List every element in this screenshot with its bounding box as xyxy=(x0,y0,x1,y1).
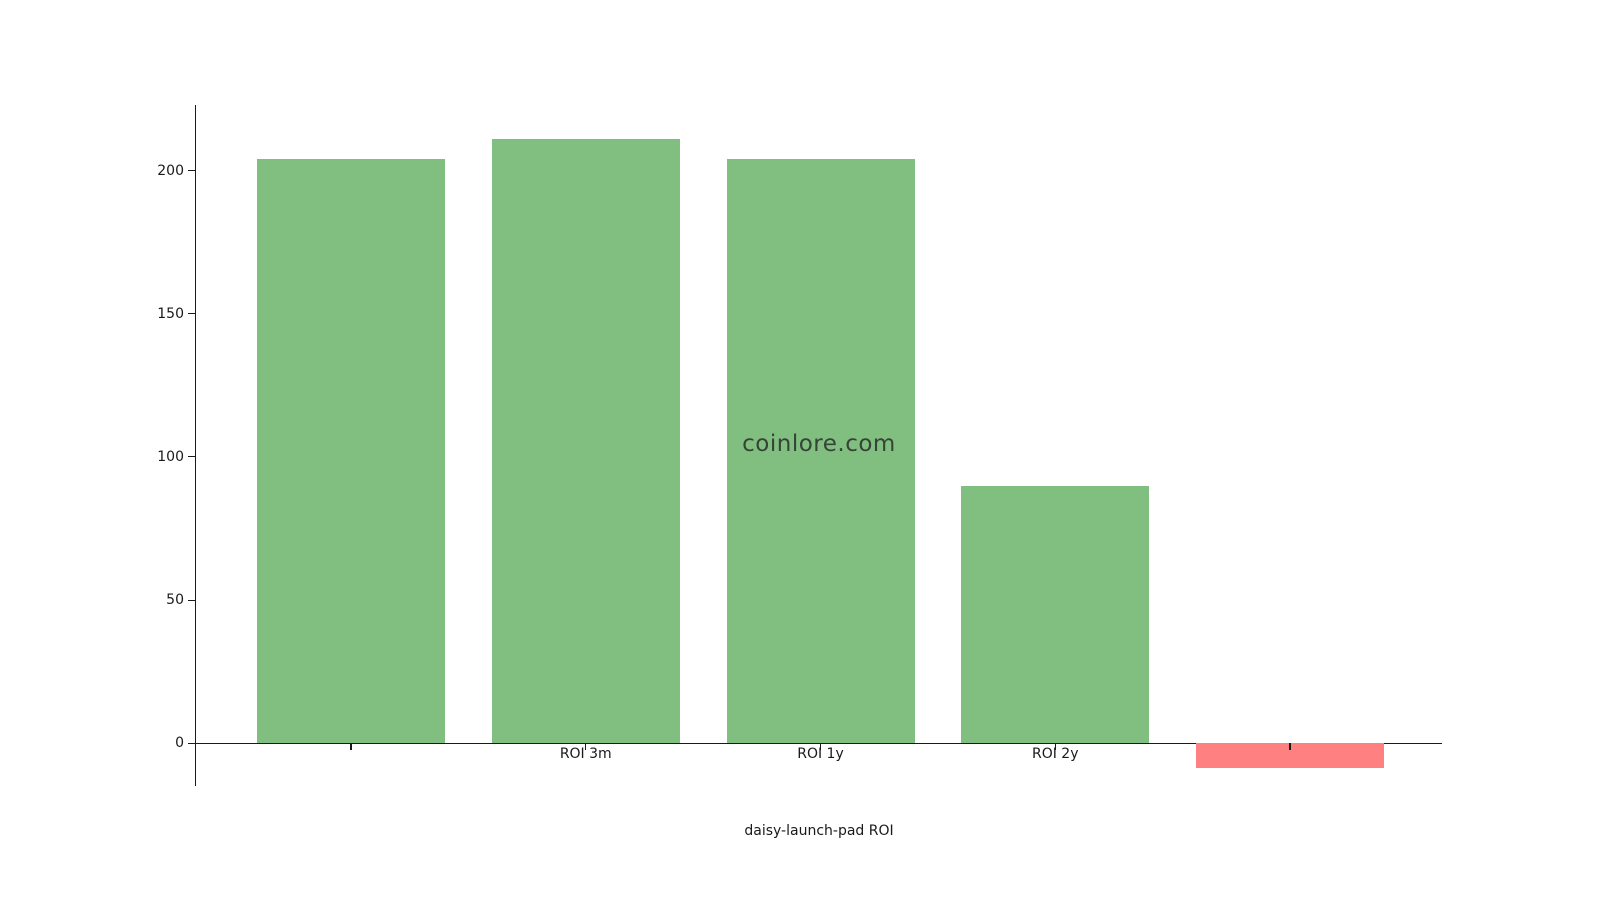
y-tick-label: 150 xyxy=(157,305,184,322)
bar-roi-1y xyxy=(726,159,915,744)
chart-title: daisy-launch-pad ROI xyxy=(744,823,894,839)
bar-roi-2y xyxy=(961,485,1150,744)
y-tick-label: 100 xyxy=(157,448,184,465)
x-tick-mark xyxy=(819,743,822,751)
y-tick-label: 0 xyxy=(175,735,184,752)
watermark: coinlore.com xyxy=(742,431,896,457)
y-tick-mark xyxy=(188,169,195,172)
y-tick-label: 200 xyxy=(157,162,184,179)
x-tick-label: ROI 3m xyxy=(559,746,612,763)
bar-roi-3m xyxy=(491,138,680,744)
y-tick-label: 50 xyxy=(166,592,184,609)
y-tick-mark xyxy=(188,599,195,601)
x-tick-mark xyxy=(1289,743,1291,751)
y-tick-mark xyxy=(188,456,195,458)
y-tick-mark xyxy=(188,313,195,315)
y-tick-mark xyxy=(188,742,195,744)
x-tick-label: ROI 2y xyxy=(1031,746,1079,763)
x-axis-line xyxy=(196,742,1442,744)
x-tick-mark xyxy=(350,743,352,751)
bar-unlabeled-0 xyxy=(257,159,445,744)
x-tick-label: ROI 1y xyxy=(797,746,844,763)
x-tick-mark xyxy=(1054,743,1056,751)
x-tick-mark xyxy=(585,743,587,751)
y-axis-line xyxy=(195,104,197,787)
